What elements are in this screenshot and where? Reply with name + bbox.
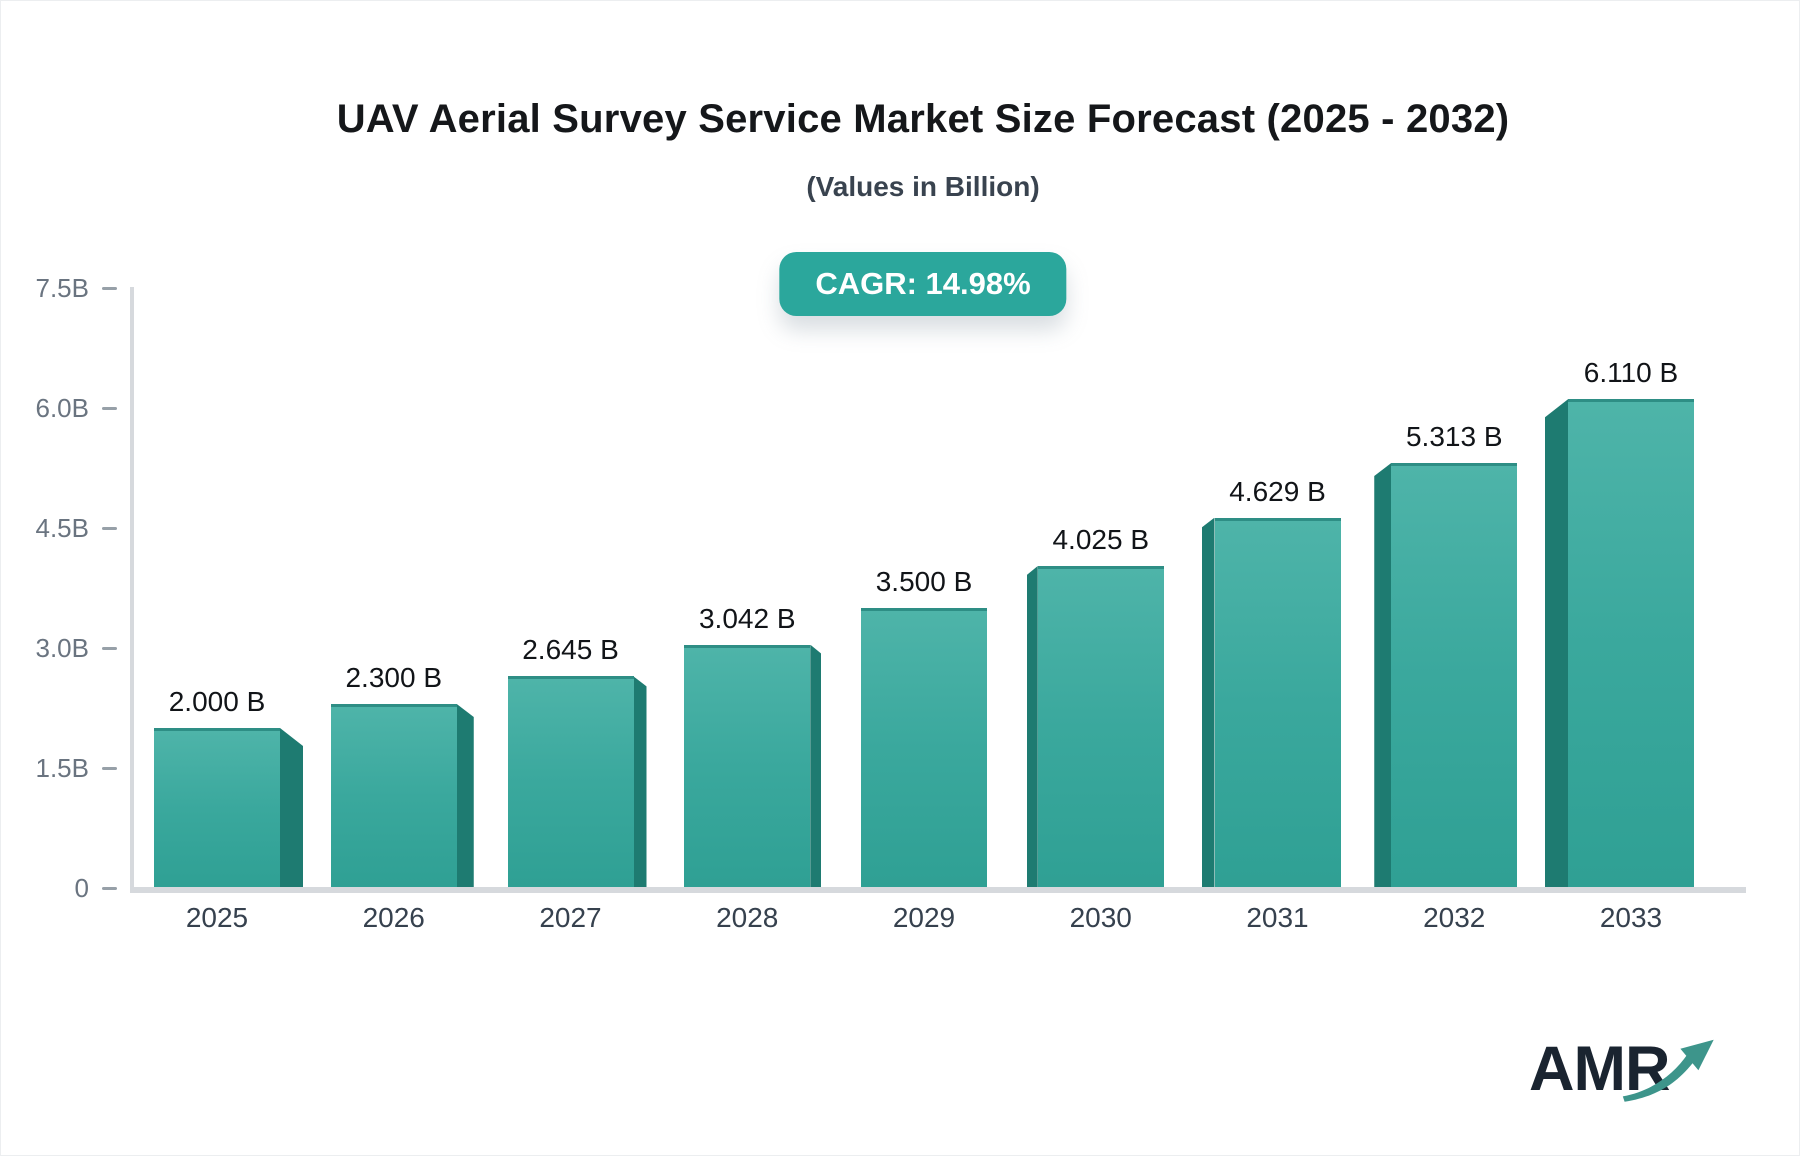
bar-value-label: 3.042 B [698,602,796,634]
y-tick-mark [102,647,117,650]
x-tick-label: 2025 [185,902,249,933]
bar-side [633,676,647,887]
bar [861,608,987,887]
bar [1214,517,1341,887]
y-tick-label: 1.5B [35,753,90,783]
bar [507,676,634,887]
bar-side [1545,399,1568,887]
bar [1037,566,1164,887]
bar-value-label: 3.500 B [875,566,973,597]
x-tick-label: 2033 [1599,902,1663,933]
x-tick-label: 2032 [1423,902,1486,933]
bar-value-label: 2.000 B [168,686,266,717]
x-tick-label: 2031 [1246,902,1309,933]
x-tick-label: 2028 [716,902,779,933]
y-tick-mark [102,407,117,410]
y-tick-label: 6.0B [35,393,90,423]
y-tick-mark [102,767,117,770]
x-tick-label: 2027 [539,902,602,933]
cagr-badge: CAGR: 14.98% [779,252,1067,316]
y-tick-label: 3.0B [35,633,90,663]
bar-side [1374,462,1392,887]
y-tick-mark [102,527,117,530]
y-tick-label: 7.5B [35,273,90,303]
bar [330,704,457,887]
y-tick-label: 0 [74,873,89,903]
bar-value-label: 4.629 B [1229,475,1326,507]
chart-title: UAV Aerial Survey Service Market Size Fo… [336,97,1510,141]
growth-arrow-icon [1622,1039,1714,1102]
x-tick-label: 2029 [892,902,956,933]
bar-side [280,728,303,887]
bar [1391,462,1518,887]
bar [684,644,811,887]
bar-side [810,644,822,887]
chart-subtitle: (Values in Billion) [806,171,1040,202]
bar-value-label: 4.025 B [1052,524,1150,555]
x-axis-line [130,887,1746,893]
bar-side [1026,566,1038,887]
bar-side [456,704,474,887]
bar [154,728,280,887]
amr-logo: AMR [1529,1037,1719,1117]
bar-value-label: 2.300 B [345,662,443,693]
x-tick-label: 2030 [1069,902,1132,933]
bar-value-label: 6.110 B [1583,357,1679,389]
x-tick-label: 2026 [362,902,425,933]
bar-value-label: 2.645 B [522,634,619,666]
y-tick-label: 4.5B [35,513,90,543]
bar-value-label: 5.313 B [1405,420,1503,452]
y-axis-line [130,287,134,888]
bar [1568,399,1694,887]
y-tick-mark [102,287,117,290]
bar-side [1201,517,1215,887]
y-tick-mark [102,887,117,890]
